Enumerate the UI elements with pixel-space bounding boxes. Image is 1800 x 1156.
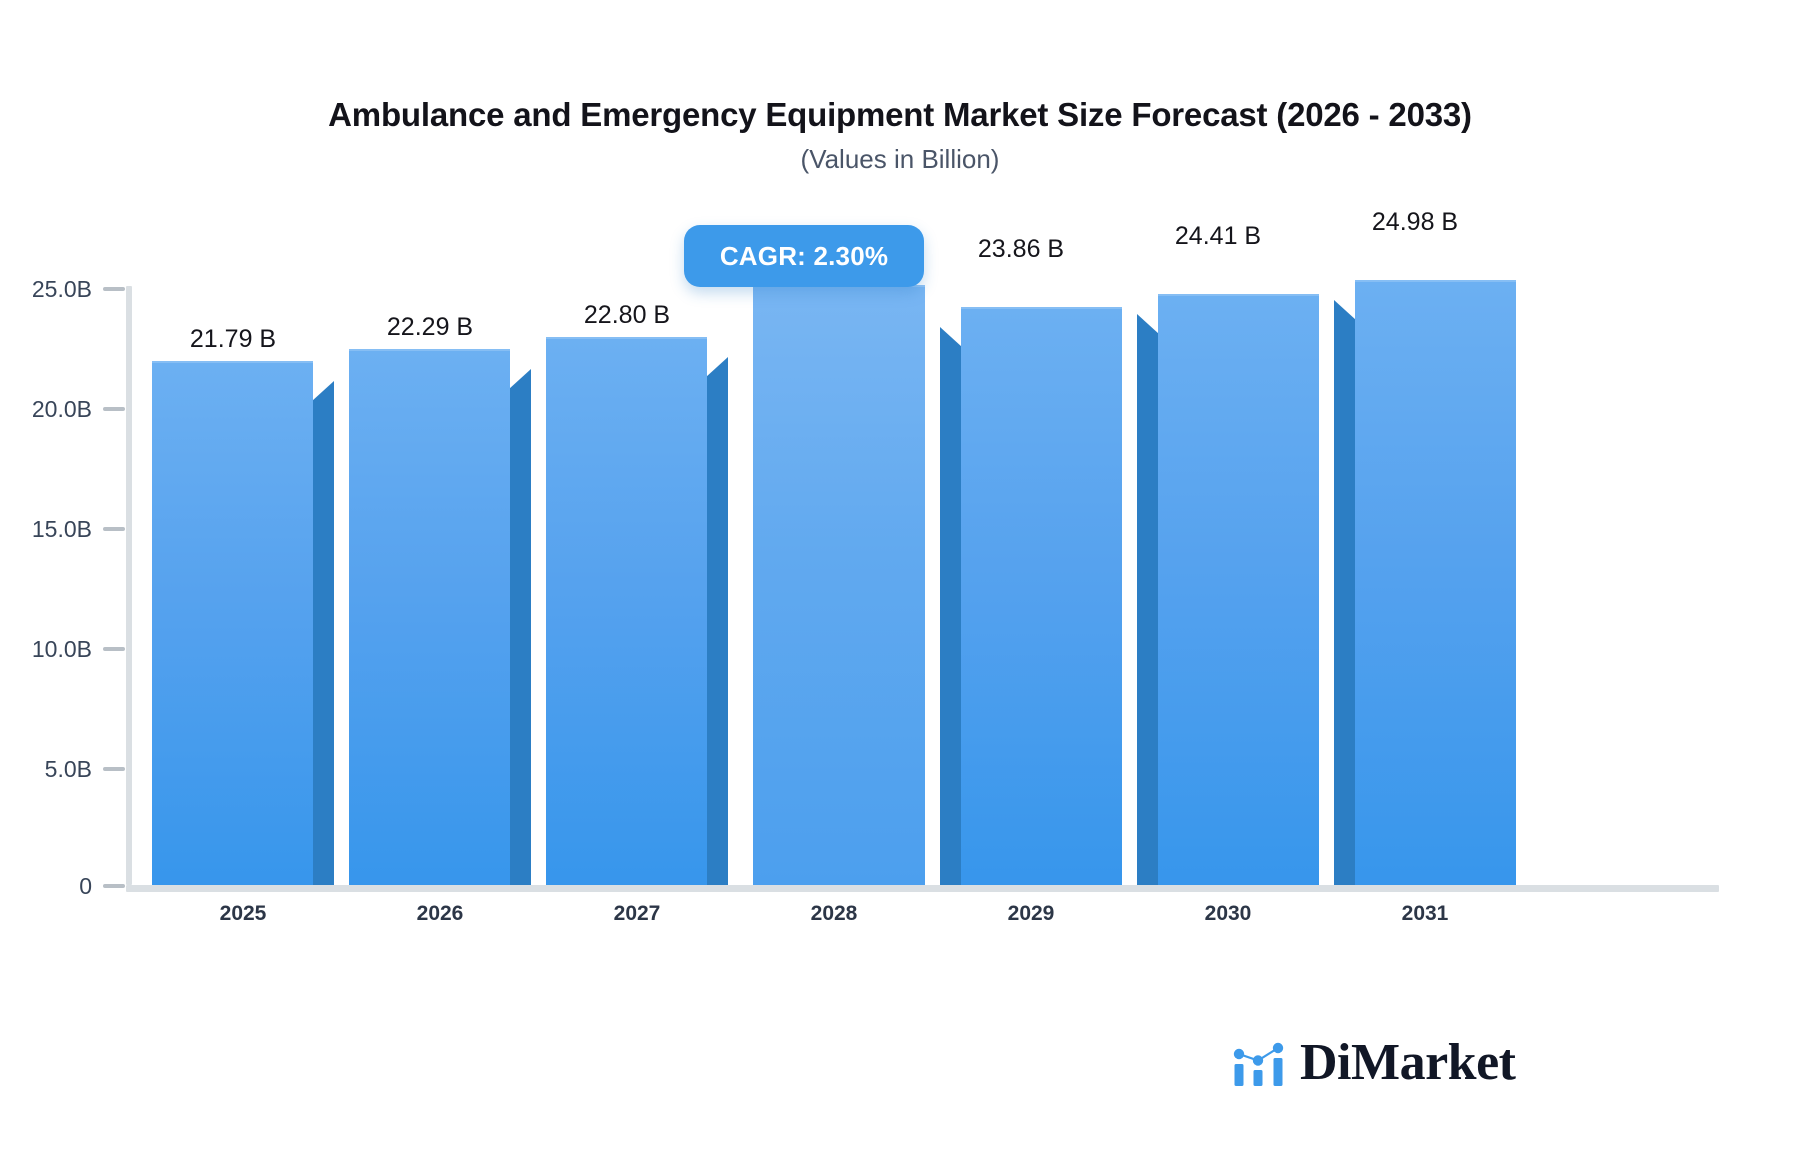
bar-value-label: 24.41 B — [1174, 222, 1262, 250]
x-tick-label-2026: 2026 — [416, 902, 464, 925]
chart-subtitle: (Values in Billion) — [800, 144, 1000, 174]
x-tick-label-2030: 2030 — [1204, 902, 1252, 925]
bar-2027[interactable] — [546, 337, 728, 885]
bar-side-face — [1137, 314, 1159, 885]
page-title: Ambulance and Emergency Equipment Market… — [328, 96, 1472, 133]
y-tick-mark — [103, 287, 125, 291]
bar-side-face — [1334, 300, 1356, 885]
y-tick-mark — [103, 884, 125, 888]
x-tick-label-2029: 2029 — [1007, 902, 1055, 925]
bar-value-label: 21.79 B — [189, 325, 277, 353]
x-tick-label-2025: 2025 — [219, 902, 267, 925]
bar-2029[interactable] — [940, 307, 1122, 885]
y-tick-label: 15.0B — [31, 516, 92, 542]
brand-name: DiMarket — [1300, 1034, 1516, 1091]
bar-value-label: 23.86 B — [977, 235, 1065, 263]
bar-side-face — [312, 381, 334, 885]
bar-front-face — [1355, 280, 1516, 885]
y-tick-mark — [103, 407, 125, 411]
bar-2030[interactable] — [1137, 294, 1319, 885]
y-tick-label: 10.0B — [31, 636, 92, 662]
bar-side-face — [706, 357, 728, 885]
bar-value-label: 24.98 B — [1371, 208, 1459, 236]
bar-front-face — [546, 337, 707, 885]
bar-front-face — [753, 285, 925, 885]
y-tick-label: 0 — [79, 873, 92, 899]
bar-front-face — [961, 307, 1122, 885]
x-tick-label-2028: 2028 — [810, 902, 858, 925]
brand-logo: DiMarket — [1232, 1032, 1516, 1094]
cagr-badge[interactable]: CAGR: 2.30% — [684, 225, 924, 287]
y-tick-mark — [103, 767, 125, 771]
y-tick-mark — [103, 527, 125, 531]
bar-2031[interactable] — [1334, 280, 1516, 885]
bar-front-face — [1158, 294, 1319, 885]
x-tick-label-2027: 2027 — [613, 902, 661, 925]
bar-2028[interactable] — [743, 285, 925, 885]
y-tick-label: 20.0B — [31, 396, 92, 422]
x-axis-line — [126, 885, 1719, 892]
y-tick-label: 5.0B — [44, 756, 92, 782]
cagr-badge-label: CAGR: 2.30% — [719, 240, 889, 271]
bar-chart-icon — [1233, 1042, 1284, 1086]
bar-front-face — [349, 349, 510, 885]
x-tick-label-2031: 2031 — [1401, 902, 1449, 925]
bar-front-face — [152, 361, 313, 885]
y-axis-line — [126, 286, 132, 885]
bar-side-face — [509, 369, 531, 885]
bar-2025[interactable] — [152, 361, 334, 885]
y-tick-label: 25.0B — [31, 276, 92, 302]
bar-value-label: 22.29 B — [386, 313, 474, 341]
bar-side-face — [940, 327, 962, 885]
bar-2026[interactable] — [349, 349, 531, 885]
y-tick-mark — [103, 647, 125, 651]
bar-value-label: 22.80 B — [583, 301, 671, 329]
